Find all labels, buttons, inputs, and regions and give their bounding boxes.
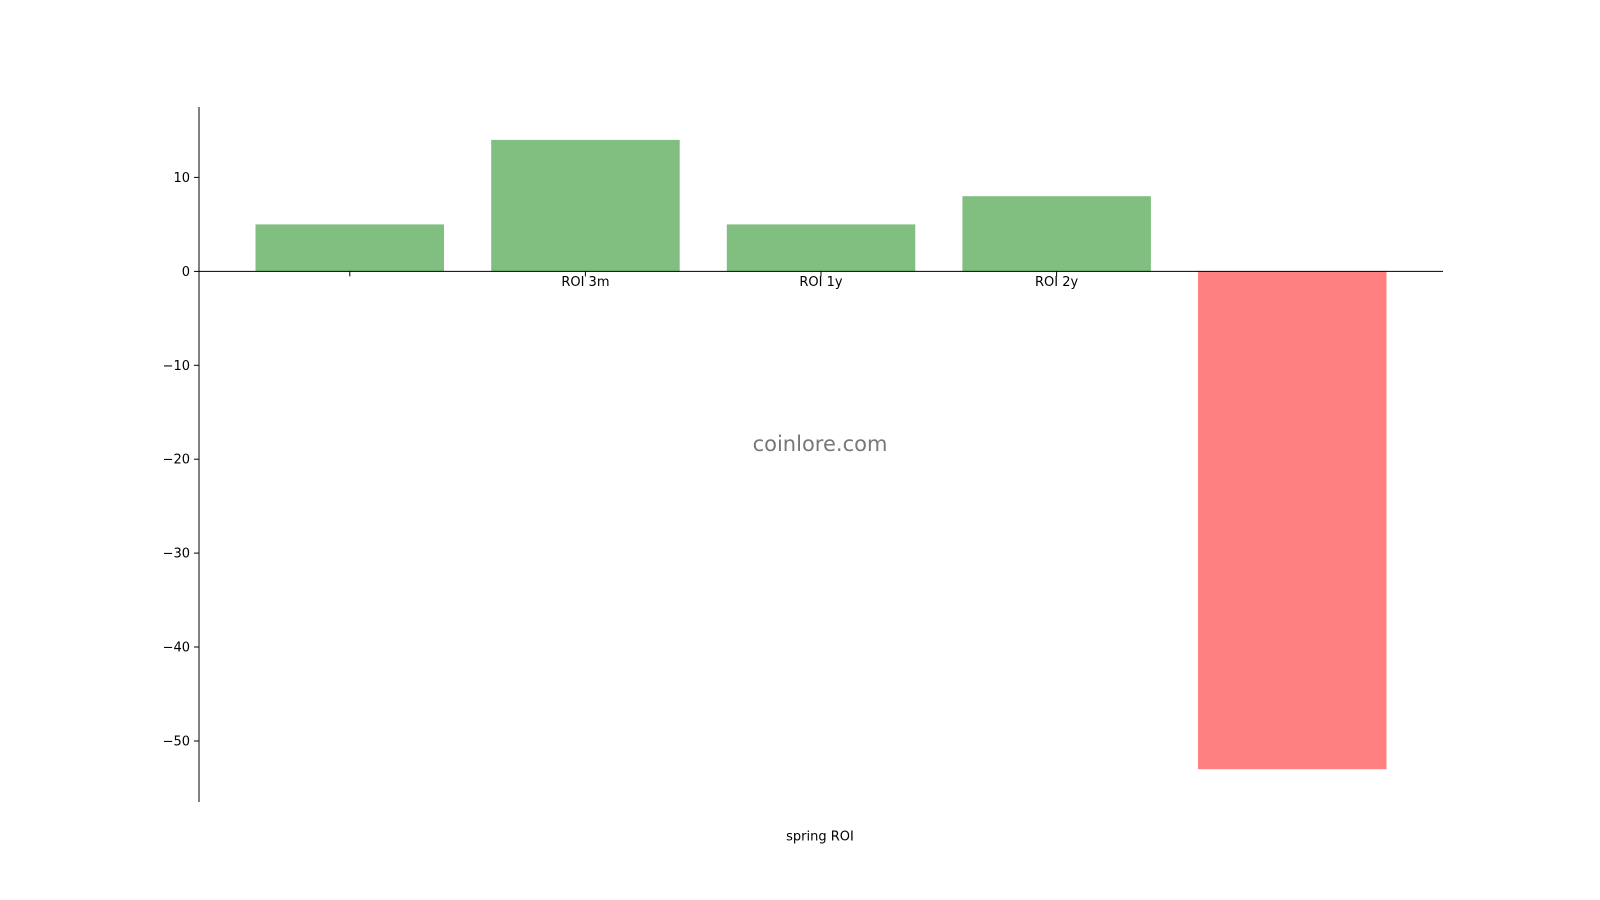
bar-positive <box>726 224 916 272</box>
y-tick-label: −30 <box>163 547 190 562</box>
y-tick-label: −20 <box>163 453 190 468</box>
x-tick-label: ROI 3m <box>561 275 609 290</box>
y-tick-label: −50 <box>163 735 190 750</box>
y-tick-label: 10 <box>173 171 190 186</box>
bar-positive <box>491 139 680 272</box>
x-tick-label: ROI 2y <box>1035 275 1079 290</box>
watermark: coinlore.com <box>752 432 888 456</box>
x-tick-label: ROI 1y <box>799 275 843 290</box>
y-tick-label: 0 <box>182 265 190 280</box>
x-axis-title: spring ROI <box>786 829 854 845</box>
bar-positive <box>255 224 444 272</box>
bar-negative <box>1198 271 1387 770</box>
y-tick-label: −40 <box>163 641 190 656</box>
bar-positive <box>962 196 1151 272</box>
y-tick-label: −10 <box>163 359 190 374</box>
